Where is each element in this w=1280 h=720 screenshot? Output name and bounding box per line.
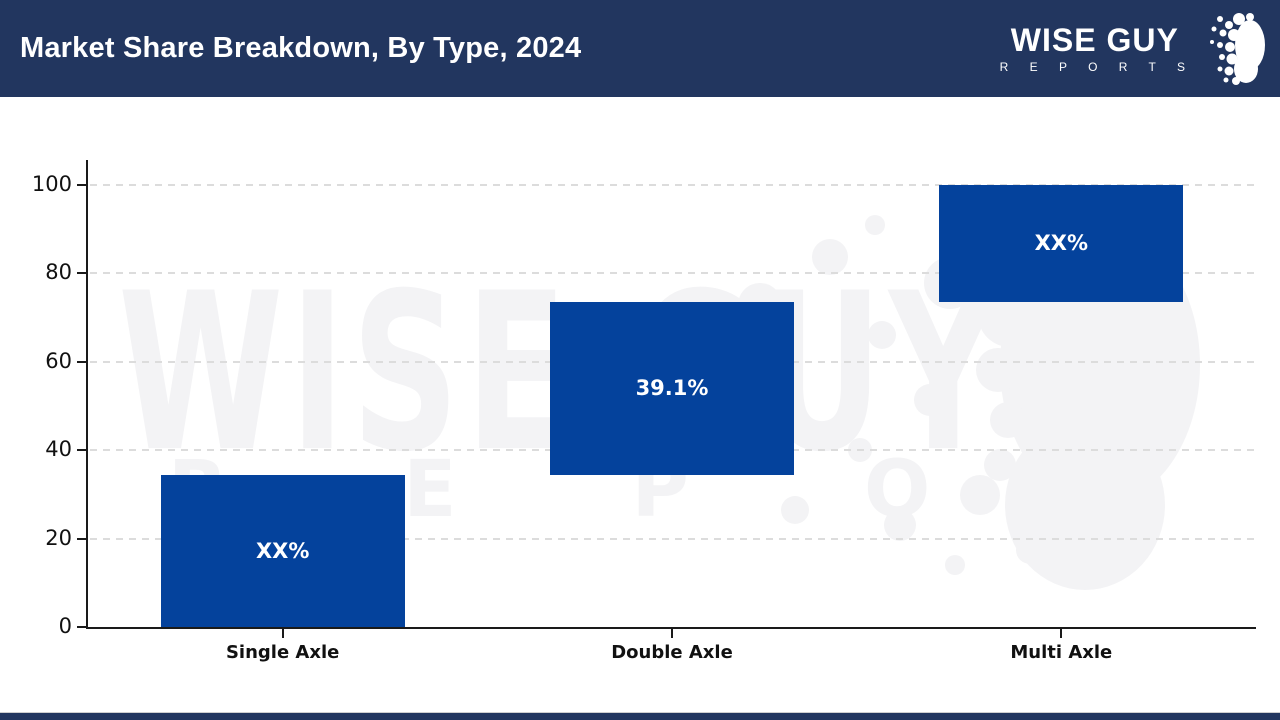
y-axis-tickmark [77,360,88,363]
y-axis-tick-label: 80 [45,260,72,285]
y-axis-tickmark [77,626,88,628]
y-axis-tickmark [77,537,88,540]
y-axis-tickmark [77,184,88,186]
y-axis-line [86,160,88,629]
header-bar: Market Share Breakdown, By Type, 2024 WI… [0,0,1280,97]
y-axis-tickmark [77,272,88,275]
x-axis-tickmark [281,628,284,638]
bar-value-label: XX% [1034,231,1089,256]
x-axis-tickmark [1060,628,1063,638]
chart: 0 20 40 60 80 100 XX% Single Axle 39.1% Double Ax… [0,97,1280,713]
x-axis-tickmark [671,628,673,638]
brand-face-icon [1210,12,1265,85]
brand-logo: WISE GUY R E P O R T S [996,9,1266,89]
bar-value-label: 39.1% [635,376,709,401]
y-axis-tick-label: 100 [31,172,72,196]
brand-wordmark: WISE GUY R E P O R T S [996,24,1194,73]
bar-value-label: XX% [255,538,310,563]
gridline-y-80 [90,272,1256,275]
page-title: Market Share Breakdown, By Type, 2024 [20,32,582,64]
x-axis-line [86,627,1256,629]
y-axis-tick-label: 0 [58,614,72,638]
footer-bar [0,712,1280,720]
x-axis-category-label: Double Axle [611,642,733,663]
bar-single-axle: XX% [160,474,405,627]
bar-double-axle: 39.1% [550,301,794,475]
y-axis-tick-label: 40 [45,437,72,462]
bar-multi-axle: XX% [939,185,1184,302]
y-axis-tickmark [77,449,88,452]
brand-subtitle: R E P O R T S [999,60,1194,74]
gridline-y-20 [90,537,1256,540]
brand-name: WISE GUY [1010,22,1179,58]
x-axis-category-label: Single Axle [225,642,340,663]
y-axis-tick-label: 60 [45,348,72,373]
y-axis-tick-label: 20 [45,525,72,550]
gridline-y-100 [90,184,1256,186]
x-axis-category-label: Multi Axle [1010,642,1113,663]
